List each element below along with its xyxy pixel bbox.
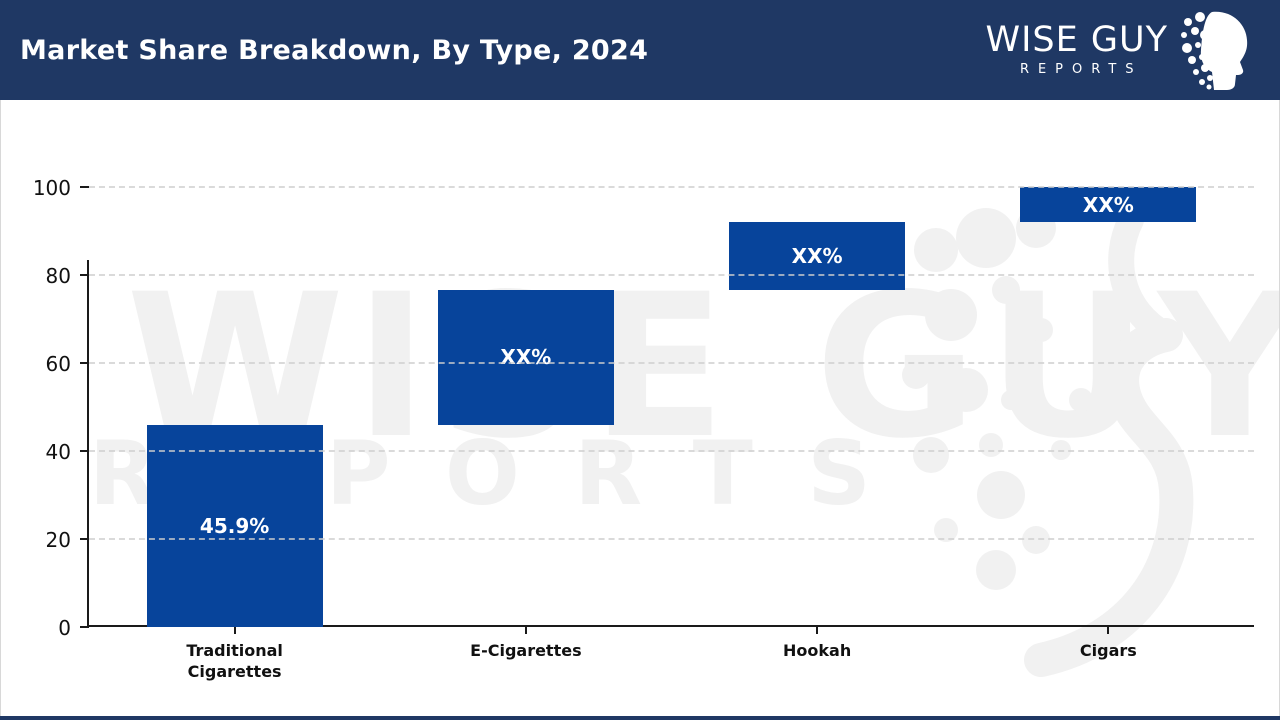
bar-value-label: XX% [791,244,843,269]
x-tick-label-3: Cigars [1079,641,1137,660]
bar-cigars: XX% [1020,187,1197,223]
report-header: Market Share Breakdown, By Type, 2024 WI… [0,0,1280,100]
y-tick-label-40: 40 [45,440,71,464]
y-tick-mark-0 [80,626,89,628]
bar-hookah: XX% [729,222,906,290]
x-tick-mark-1 [524,627,527,634]
y-tick-mark-40 [80,450,89,452]
logo-wordmark: WISE GUY [985,20,1168,60]
bar-value-label: XX% [500,345,552,370]
footer-accent-bar [0,716,1280,720]
y-tick-label-100: 100 [32,176,71,200]
page-title: Market Share Breakdown, By Type, 2024 [20,34,649,66]
bar-traditional-cigarettes: 45.9% [146,425,323,627]
bar-e-cigarettes: XX% [437,289,614,426]
y-tick-mark-80 [80,274,89,276]
waterfall-chart: 0 20 40 60 80 100 45.9% Traditional Cigarettes XX… [1,100,1279,716]
y-tick-label-60: 60 [45,352,71,376]
x-tick-label-2: Hookah [783,641,852,660]
grid-line-y80 [89,274,1254,276]
y-tick-mark-100 [80,186,89,188]
wise-guy-logo: WISE GUY REPORTS [985,8,1252,92]
bar-value-label: XX% [1082,192,1134,217]
y-tick-mark-60 [80,362,89,364]
x-axis-spine [87,625,1254,627]
x-tick-mark-3 [1107,627,1110,634]
y-tick-label-0: 0 [58,616,71,640]
logo-subtext: REPORTS [1019,62,1143,77]
x-tick-label-0: Traditional Cigarettes [186,641,283,681]
y-tick-label-80: 80 [45,264,71,288]
y-axis-spine [87,260,89,627]
y-tick-label-20: 20 [45,528,71,552]
y-tick-mark-20 [80,538,89,540]
logo-face-icon [1181,11,1248,91]
bar-value-label: 45.9% [199,514,270,538]
logo-text: WISE GUY REPORTS [985,20,1168,78]
x-tick-label-1: E-Cigarettes [470,641,582,660]
x-tick-mark-0 [233,627,236,634]
chart-canvas: WISE GUY REPORTS 0 20 40 [0,100,1280,717]
grid-line-y20 [89,538,1254,540]
x-tick-mark-2 [816,627,819,634]
grid-line-y100 [89,186,1254,188]
grid-line-y40 [89,450,1254,452]
grid-line-y60 [89,362,1254,364]
